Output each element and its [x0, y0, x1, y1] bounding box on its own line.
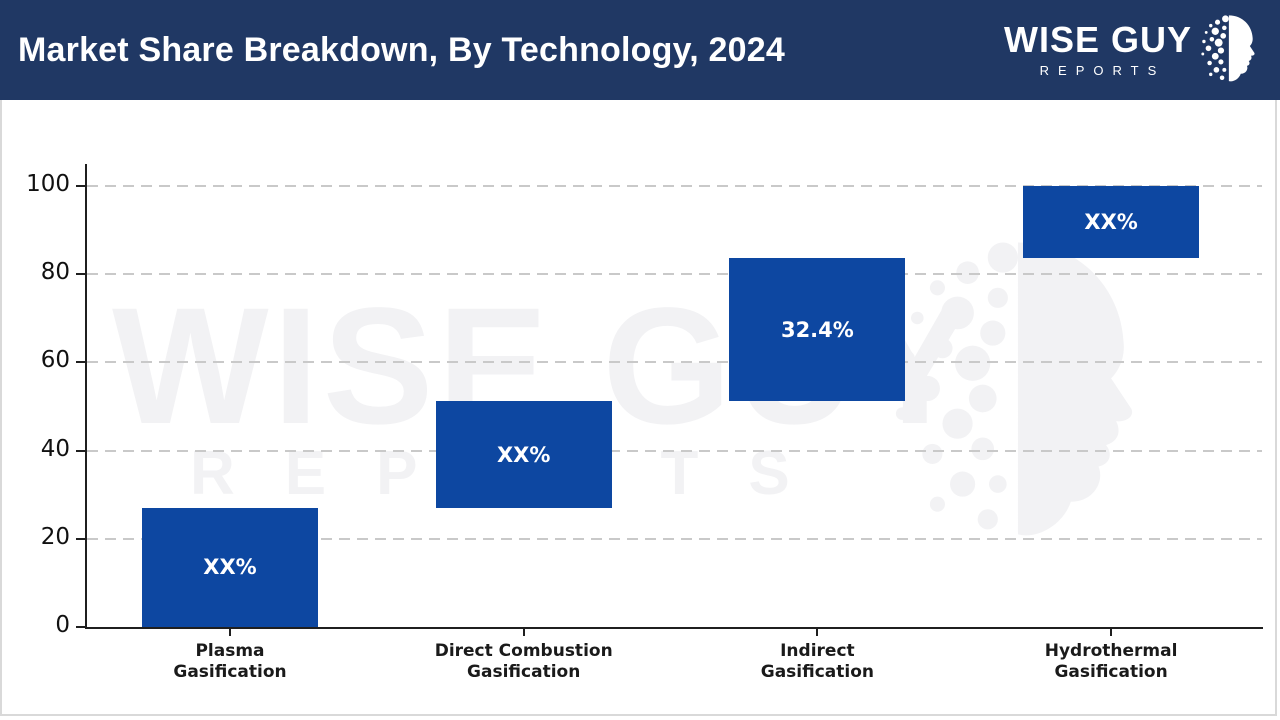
category-label-1: Direct Combustion Gasification [377, 641, 671, 683]
bar-2: 32.4% [729, 258, 906, 402]
x-tick-1 [522, 629, 525, 636]
category-label-line: Indirect [780, 641, 855, 661]
bar-value-label: XX% [1084, 210, 1138, 235]
y-tick-0 [76, 626, 85, 628]
bar-value-label: 32.4% [780, 317, 854, 342]
y-tick-label-40: 40 [40, 435, 70, 462]
y-axis-line [85, 164, 87, 629]
header-bar: Market Share Breakdown, By Technology, 2… [0, 0, 1280, 100]
bar-value-label: XX% [496, 442, 551, 467]
x-axis-line [85, 627, 1263, 629]
y-tick-60 [76, 361, 85, 364]
brand-name: WISE GUY [1003, 19, 1192, 60]
brand-subtitle: REPORTS [1039, 63, 1166, 78]
brand-logo-text: WISE GUY REPORTS [1003, 19, 1192, 79]
y-tick-label-0: 0 [55, 612, 70, 638]
category-label-line: Gasification [1054, 662, 1168, 682]
category-label-line: Gasification [173, 662, 287, 682]
y-tick-label-20: 20 [40, 523, 70, 550]
y-tick-20 [76, 537, 85, 540]
watermark-dotted-head-icon [872, 226, 1174, 566]
category-label-line: Gasification [760, 662, 875, 682]
page-title: Market Share Breakdown, By Technology, 2… [18, 30, 785, 69]
dotted-head-icon [1196, 9, 1264, 91]
category-label-3: Hydrothermal Gasification [964, 641, 1258, 683]
y-tick-100 [76, 185, 85, 187]
category-label-line: Direct Combustion [434, 641, 613, 661]
y-tick-80 [76, 273, 85, 276]
bar-0: XX% [142, 507, 318, 627]
x-tick-2 [816, 629, 819, 636]
category-label-line: Hydrothermal [1044, 641, 1178, 661]
category-label-0: Plasma Gasification [83, 641, 377, 683]
gridline-y-40 [87, 449, 1262, 452]
gridline-y-100 [87, 185, 1262, 187]
category-label-2: Indirect Gasification [670, 641, 964, 683]
gridline-y-20 [87, 537, 1262, 540]
bar-value-label: XX% [203, 555, 257, 580]
brand-logo: WISE GUY REPORTS [1004, 9, 1264, 91]
category-label-line: Plasma [195, 641, 265, 661]
gridline-y-80 [87, 273, 1262, 276]
category-label-line: Gasification [467, 662, 581, 682]
x-tick-3 [1110, 629, 1113, 636]
bar-1: XX% [435, 401, 612, 508]
y-tick-label-60: 60 [40, 347, 70, 374]
bar-3: XX% [1023, 186, 1200, 259]
y-tick-label-80: 80 [40, 259, 70, 286]
y-tick-label-100: 100 [26, 171, 70, 197]
y-tick-40 [76, 449, 85, 452]
x-tick-0 [229, 629, 231, 636]
gridline-y-60 [87, 361, 1262, 364]
